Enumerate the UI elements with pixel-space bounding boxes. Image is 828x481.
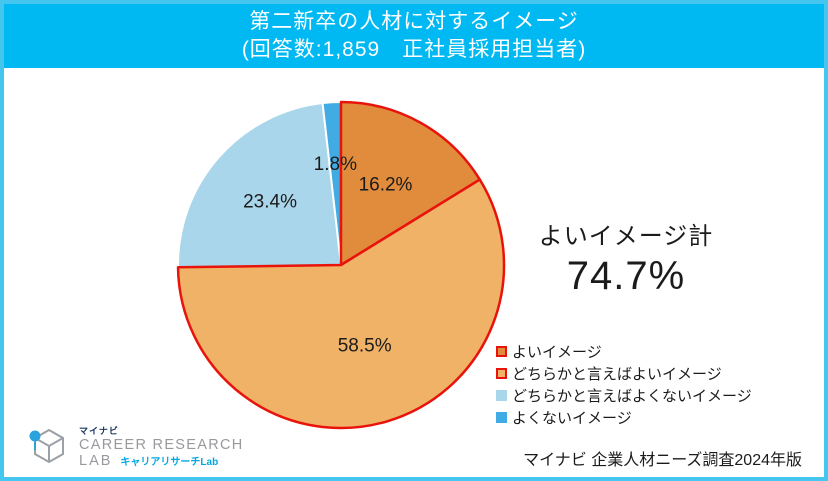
legend-label: どちらかと言えばよいイメージ	[512, 365, 722, 383]
logo-career-research: CAREER RESEARCH	[79, 436, 244, 453]
legend-swatch-somewhat-bad-icon	[496, 389, 507, 401]
good-image-total-label: よいイメージ計	[538, 223, 714, 250]
cube-logo-icon	[29, 428, 64, 464]
logo-japanese-subtitle: キャリアリサーチLab	[120, 456, 219, 468]
logo-lab-row: LAB キャリアリサーチLab	[79, 453, 244, 471]
logo-text-block: マイナビ CAREER RESEARCH LAB キャリアリサーチLab	[79, 424, 244, 471]
pie-label-3: 1.8%	[314, 154, 357, 175]
chart-title-banner: 第二新卒の人材に対するイメージ (回答数:1,859 正社員採用担当者)	[4, 4, 824, 68]
legend-label: よいイメージ	[512, 343, 602, 361]
legend-swatch-somewhat-good-icon	[496, 367, 507, 379]
pie-chart: 16.2% 58.5% 23.4% 1.8%	[176, 100, 506, 430]
legend: よいイメージ どちらかと言えばよいイメージ どちらかと言えばよくないイメージ よ…	[496, 340, 752, 428]
legend-swatch-good-icon	[496, 345, 507, 357]
career-research-lab-logo: マイナビ CAREER RESEARCH LAB キャリアリサーチLab	[26, 423, 244, 471]
pie-slice-1	[176, 178, 506, 430]
source-citation: マイナビ 企業人材ニーズ調査2024年版	[523, 452, 802, 469]
pie-label-2: 23.4%	[243, 192, 297, 213]
pie-slice-0	[339, 100, 482, 267]
pie-label-0: 16.2%	[359, 174, 413, 195]
legend-swatch-bad-icon	[496, 411, 507, 423]
logo-brand-name: マイナビ	[79, 425, 119, 436]
legend-item-good: よいイメージ	[496, 340, 752, 362]
logo-lab: LAB	[79, 452, 113, 469]
pie-label-1: 58.5%	[338, 335, 392, 356]
pie-slice-2	[177, 102, 342, 269]
legend-label: どちらかと言えばよくないイメージ	[512, 387, 752, 405]
legend-item-bad: よくないイメージ	[496, 406, 752, 428]
legend-item-somewhat-bad: どちらかと言えばよくないイメージ	[496, 384, 752, 406]
chart-title: 第二新卒の人材に対するイメージ	[249, 10, 579, 33]
good-image-total-value: 74.7%	[566, 254, 686, 298]
good-image-total: よいイメージ計 74.7%	[516, 216, 736, 299]
legend-item-somewhat-good: どちらかと言えばよいイメージ	[496, 362, 752, 384]
chart-subtitle: (回答数:1,859 正社員採用担当者)	[241, 38, 587, 61]
legend-label: よくないイメージ	[512, 409, 632, 427]
